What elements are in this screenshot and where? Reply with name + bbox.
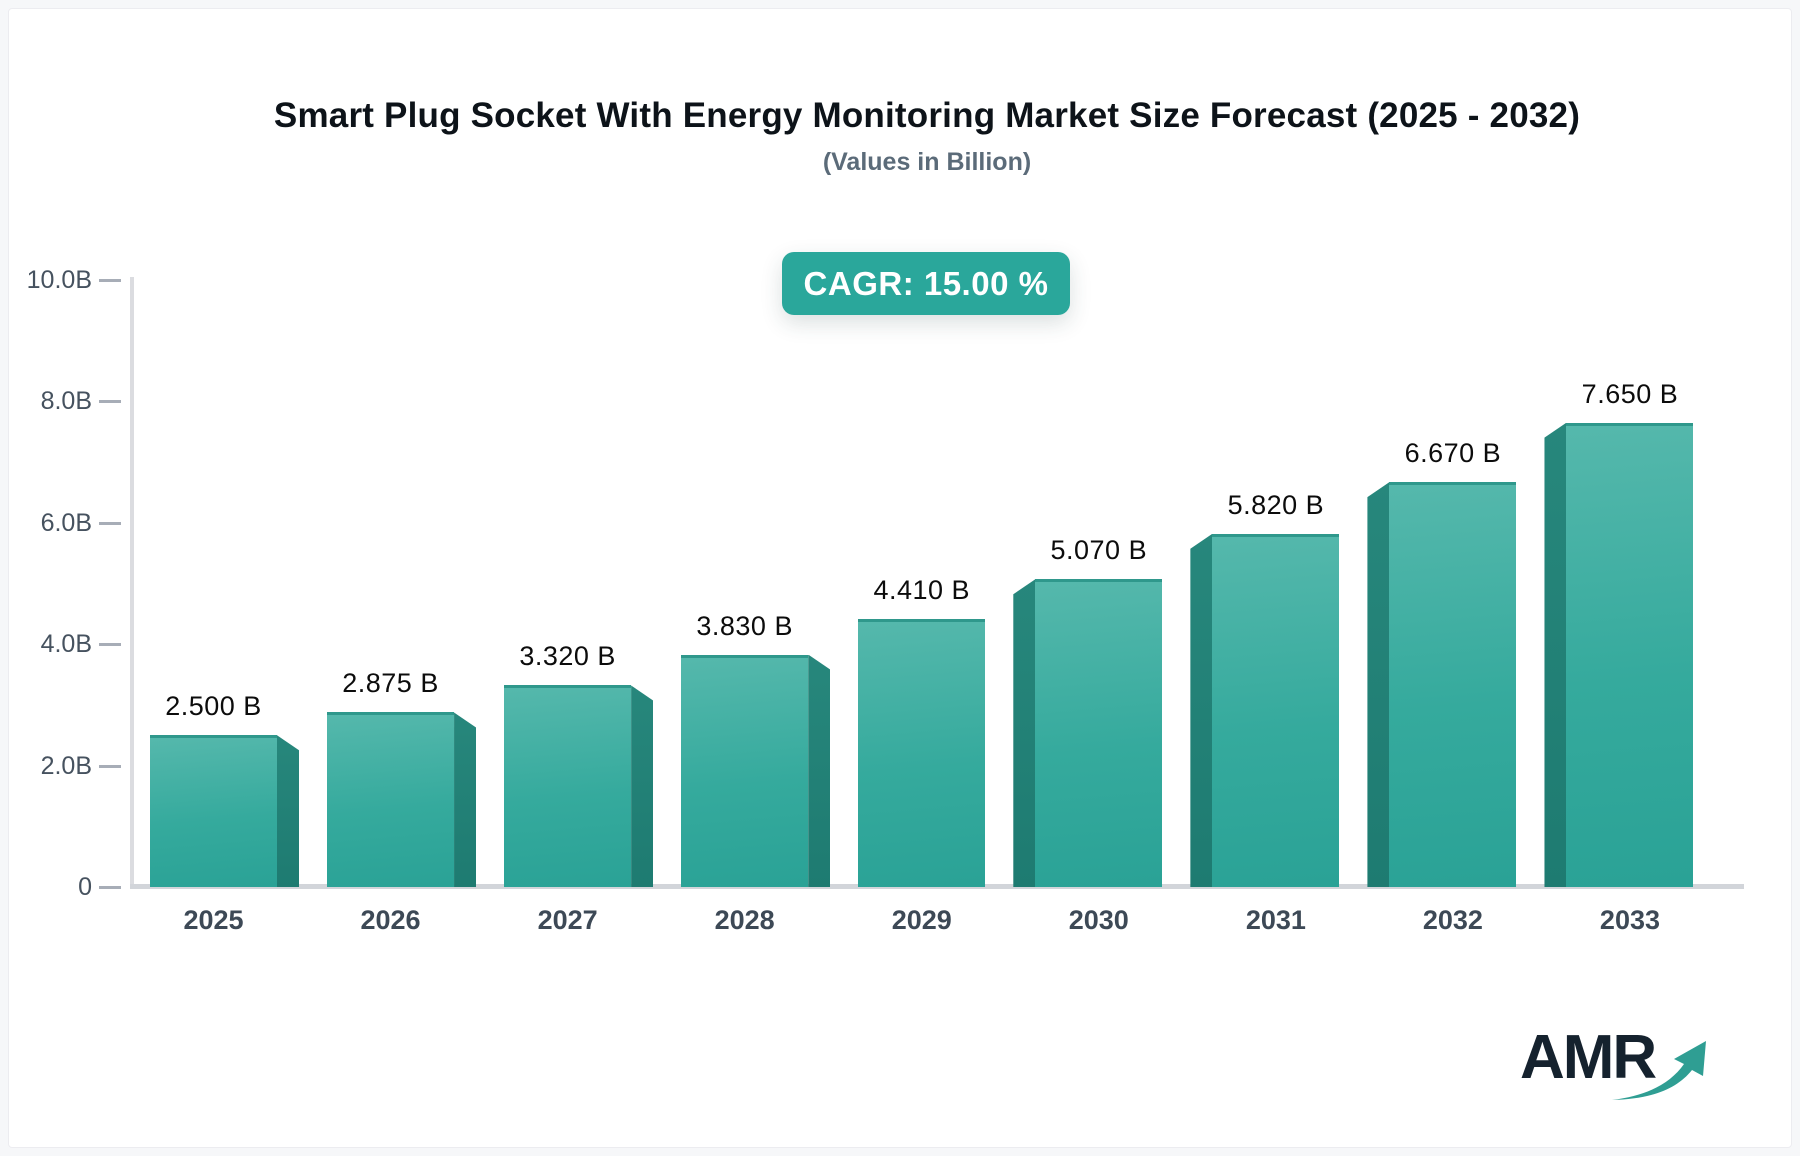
bar-2033[interactable] [1544, 422, 1694, 887]
bar-2032[interactable] [1367, 482, 1517, 887]
y-axis-tick-label: 2.0B [40, 751, 92, 780]
amr-logo: AMR [1520, 1022, 1740, 1112]
bar-2026[interactable] [327, 712, 477, 887]
y-axis-tick-mark [99, 643, 121, 647]
growth-arrow-icon [1612, 1041, 1706, 1100]
bar-face [858, 619, 986, 887]
bar-side-face [1013, 579, 1036, 887]
y-axis-tick-mark [99, 764, 121, 768]
bar-side-face [277, 735, 299, 887]
bar-side-face [631, 685, 654, 887]
amr-logo-text: AMR [1520, 1023, 1657, 1092]
x-axis-label-2027: 2027 [537, 905, 598, 935]
bar-face [504, 685, 632, 887]
chart-subtitle: (Values in Billion) [822, 148, 1032, 176]
bar-face [1389, 482, 1517, 887]
y-axis-tick-mark [99, 279, 121, 282]
y-axis-tick-mark [99, 400, 121, 404]
cagr-badge: CAGR: 15.00 % [782, 252, 1070, 315]
bar-2031[interactable] [1190, 533, 1340, 887]
bar-face [681, 654, 809, 887]
bar-face [1212, 533, 1340, 887]
bar-side-face [1190, 533, 1213, 887]
y-axis-tick-mark [99, 886, 121, 889]
y-axis-line [130, 277, 134, 888]
chart-title: Smart Plug Socket With Energy Monitoring… [273, 96, 1581, 135]
y-axis-tick-label: 6.0B [40, 508, 92, 537]
bar-side-face [1544, 422, 1567, 887]
x-axis-label-2033: 2033 [1599, 905, 1660, 935]
bar-2027[interactable] [504, 685, 654, 887]
x-axis-label-2029: 2029 [891, 905, 952, 935]
bar-value-label: 5.070 B [1050, 535, 1148, 566]
x-axis-label-2030: 2030 [1068, 905, 1129, 935]
y-axis-tick-label: 4.0B [40, 630, 92, 659]
bar-face [327, 712, 455, 887]
bar-face [1566, 422, 1694, 887]
x-axis-label-2032: 2032 [1422, 905, 1483, 935]
bar-2028[interactable] [681, 654, 831, 887]
bar-value-label: 7.650 B [1581, 378, 1679, 409]
bar-2030[interactable] [1013, 579, 1163, 887]
x-axis-label-2026: 2026 [360, 905, 421, 935]
x-axis-label-2028: 2028 [714, 905, 775, 935]
bar-side-face [1367, 482, 1390, 887]
bar-2025[interactable] [150, 735, 299, 887]
bar-2029[interactable] [858, 619, 986, 887]
bar-value-label: 2.500 B [165, 691, 262, 722]
x-axis-label-2025: 2025 [183, 905, 244, 935]
y-axis-tick-label: 8.0B [40, 387, 92, 416]
bar-face [150, 735, 277, 887]
y-axis-tick-label: 10.0B [26, 266, 92, 294]
bar-value-label: 4.410 B [873, 575, 971, 606]
y-axis-tick-label: 0 [78, 873, 92, 901]
bar-value-label: 6.670 B [1404, 438, 1502, 469]
x-axis-label-2031: 2031 [1245, 905, 1306, 935]
bar-value-label: 2.875 B [342, 668, 439, 699]
bar-side-face [454, 712, 477, 887]
y-axis-tick-mark [99, 521, 121, 525]
bar-side-face [808, 654, 831, 887]
bar-value-label: 3.320 B [519, 641, 616, 672]
bar-value-label: 5.820 B [1227, 489, 1325, 520]
bar-face [1035, 579, 1163, 887]
bar-value-label: 3.830 B [696, 610, 793, 641]
